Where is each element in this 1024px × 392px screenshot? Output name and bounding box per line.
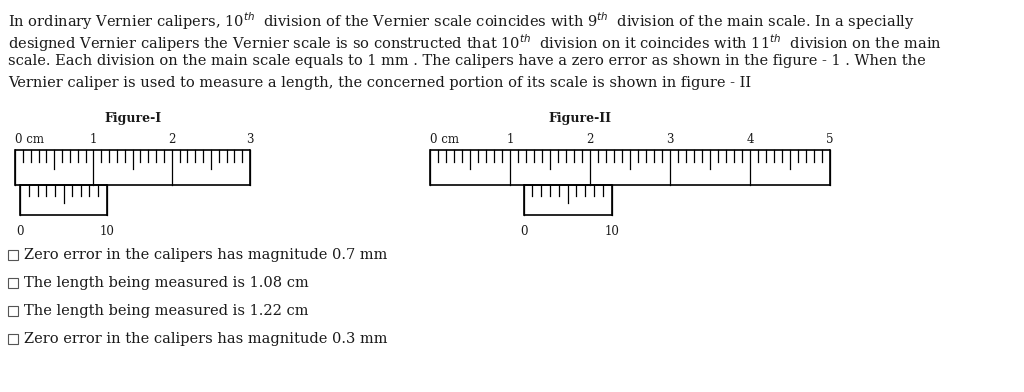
Text: Zero error in the calipers has magnitude 0.7 mm: Zero error in the calipers has magnitude… [24, 249, 387, 263]
Text: Vernier caliper is used to measure a length, the concerned portion of its scale : Vernier caliper is used to measure a len… [8, 76, 752, 90]
Text: 1: 1 [506, 133, 514, 146]
Bar [8, 306, 18, 316]
Text: 10: 10 [99, 225, 114, 238]
Bar [8, 278, 18, 288]
Text: 3: 3 [246, 133, 254, 146]
Text: 3: 3 [667, 133, 674, 146]
Text: 1: 1 [90, 133, 97, 146]
Text: 0 cm: 0 cm [15, 133, 44, 146]
Text: The length being measured is 1.08 cm: The length being measured is 1.08 cm [24, 276, 309, 290]
Text: 2: 2 [168, 133, 175, 146]
Text: 2: 2 [587, 133, 594, 146]
Text: Figure-I: Figure-I [104, 112, 161, 125]
Text: scale. Each division on the main scale equals to 1 mm . The calipers have a zero: scale. Each division on the main scale e… [8, 54, 926, 68]
Text: 0: 0 [520, 225, 527, 238]
Text: 4: 4 [746, 133, 754, 146]
Text: 0 cm: 0 cm [430, 133, 459, 146]
Bar [8, 250, 18, 260]
Text: Figure-II: Figure-II [549, 112, 611, 125]
Text: designed Vernier calipers the Vernier scale is so constructed that 10$^{th}$  di: designed Vernier calipers the Vernier sc… [8, 32, 942, 54]
Text: 10: 10 [604, 225, 620, 238]
Text: 5: 5 [826, 133, 834, 146]
Text: Zero error in the calipers has magnitude 0.3 mm: Zero error in the calipers has magnitude… [24, 332, 387, 347]
Text: The length being measured is 1.22 cm: The length being measured is 1.22 cm [24, 305, 308, 318]
Bar [8, 334, 18, 344]
Text: 0: 0 [16, 225, 25, 238]
Text: In ordinary Vernier calipers, 10$^{th}$  division of the Vernier scale coincides: In ordinary Vernier calipers, 10$^{th}$ … [8, 10, 914, 32]
